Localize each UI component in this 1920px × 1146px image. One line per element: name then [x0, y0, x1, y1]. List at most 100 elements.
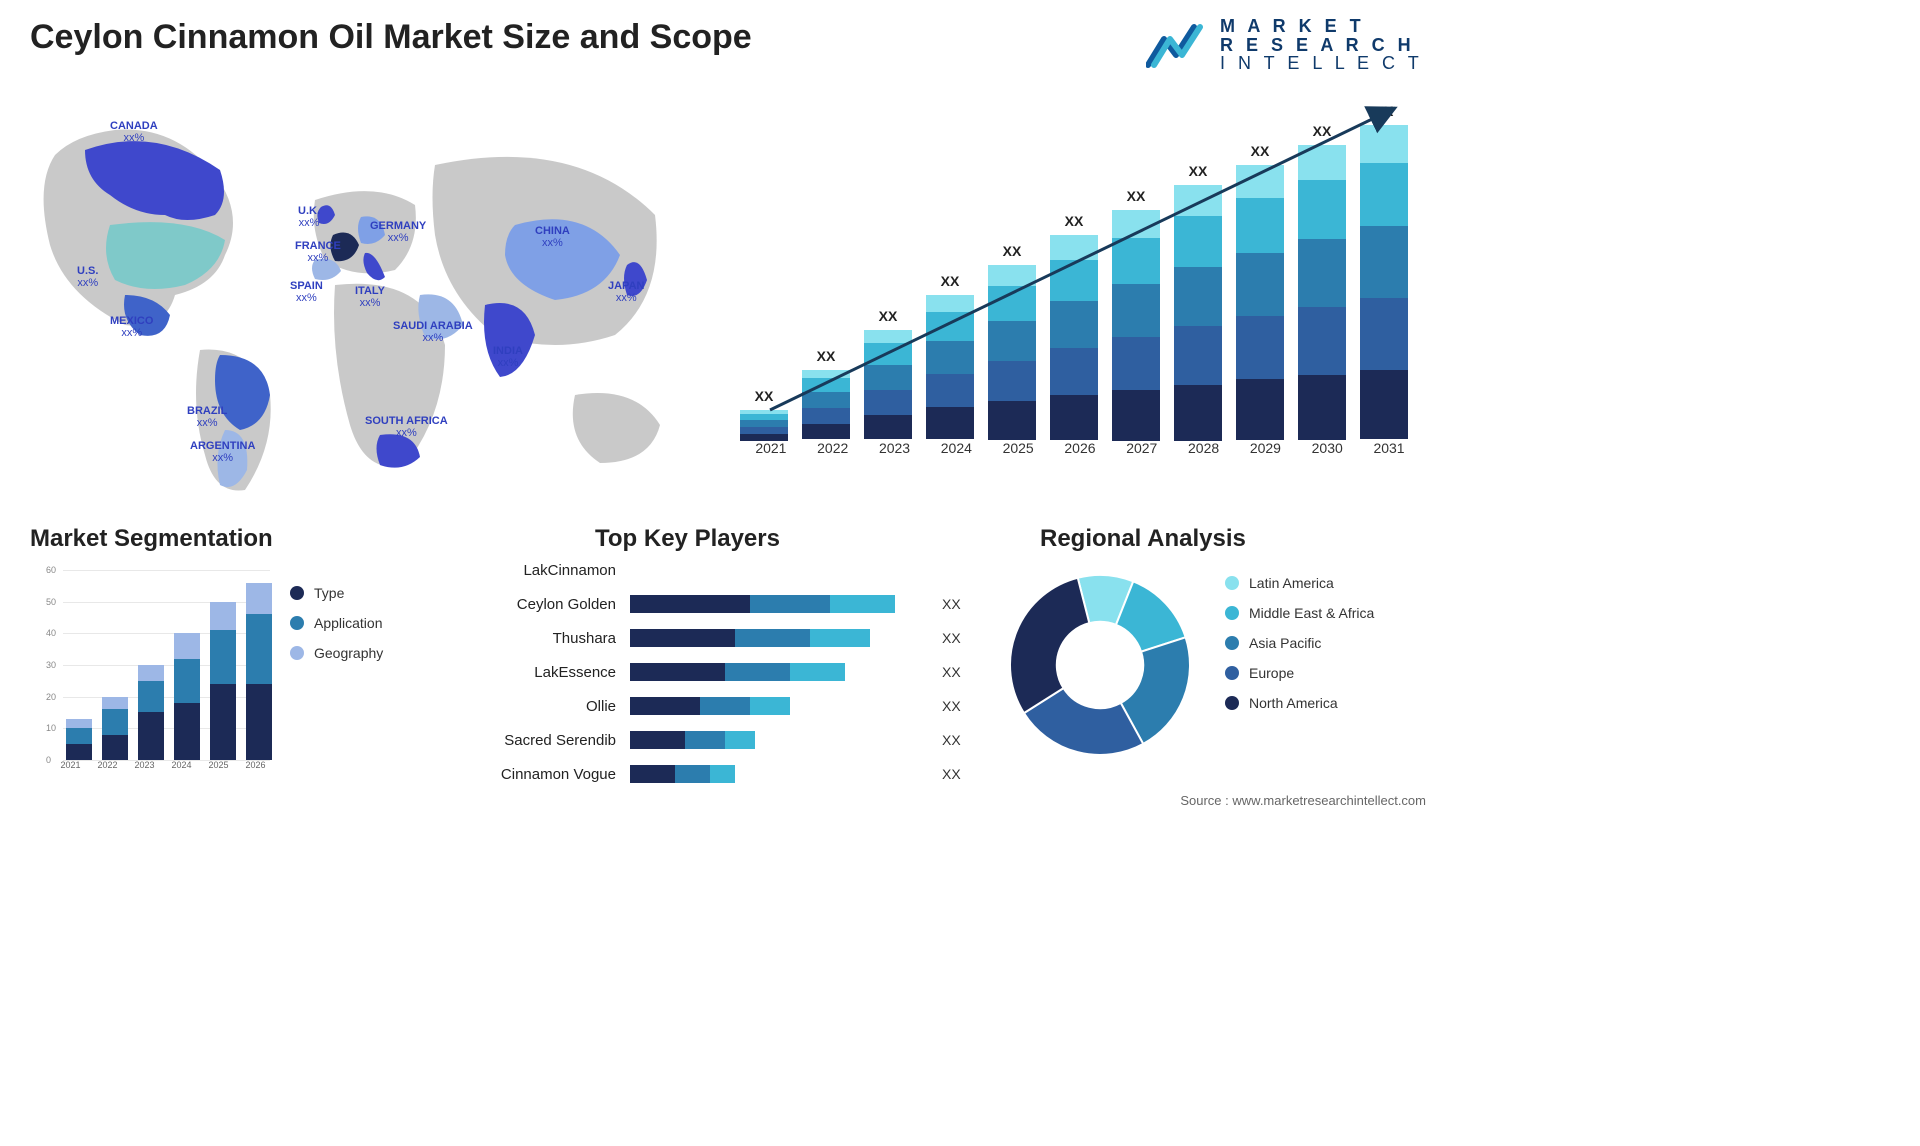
market-bar-value: XX: [1298, 123, 1346, 139]
keyplayers-list: LakCinnamon Ceylon Golden XX Thushara XX…: [470, 555, 970, 793]
keyplayer-name: Ceylon Golden: [470, 596, 630, 613]
legend-item: Asia Pacific: [1225, 635, 1425, 651]
map-label: BRAZILxx%: [187, 405, 227, 429]
map-label: SPAINxx%: [290, 280, 323, 304]
keyplayer-value: XX: [942, 766, 961, 782]
market-bar: XX: [802, 370, 850, 440]
market-bar-value: XX: [1360, 103, 1408, 119]
brand-logo-icon: [1146, 21, 1210, 69]
market-bar: XX: [926, 295, 974, 440]
brand-logo: M A R K E T R E S E A R C H I N T E L L …: [1146, 10, 1426, 80]
market-bar: XX: [1236, 165, 1284, 440]
map-label: INDIAxx%: [493, 345, 523, 369]
market-bar-value: XX: [1112, 188, 1160, 204]
y-tick: 60: [46, 565, 56, 575]
map-label: ITALYxx%: [355, 285, 385, 309]
market-size-chart: XXXXXXXXXXXXXXXXXXXXXX 20212022202320242…: [740, 100, 1420, 470]
legend-item: Geography: [290, 645, 450, 661]
legend-swatch: [1225, 576, 1239, 590]
legend-item: Middle East & Africa: [1225, 605, 1425, 621]
keyplayer-bar: [630, 663, 930, 681]
keyplayer-name: LakEssence: [470, 664, 630, 681]
world-map: CANADAxx%U.S.xx%MEXICOxx%BRAZILxx%ARGENT…: [15, 95, 695, 495]
map-label: FRANCExx%: [295, 240, 341, 264]
keyplayer-value: XX: [942, 698, 961, 714]
market-bar: XX: [864, 330, 912, 440]
x-tick: 2025: [200, 760, 237, 770]
segmentation-chart: 0102030405060 202120222023202420252026: [30, 560, 280, 790]
legend-label: North America: [1249, 695, 1338, 711]
market-bar-value: XX: [740, 388, 788, 404]
x-tick: 2025: [987, 440, 1049, 470]
keyplayer-value: XX: [942, 596, 961, 612]
keyplayer-bar: [630, 697, 930, 715]
legend-item: Europe: [1225, 665, 1425, 681]
legend-swatch: [1225, 666, 1239, 680]
x-tick: 2024: [925, 440, 987, 470]
logo-line3: I N T E L L E C T: [1220, 54, 1423, 73]
keyplayer-value: XX: [942, 732, 961, 748]
legend-label: Asia Pacific: [1249, 635, 1321, 651]
legend-swatch: [1225, 606, 1239, 620]
legend-label: Type: [314, 585, 344, 601]
segmentation-bar: [138, 665, 164, 760]
source-text: Source : www.marketresearchintellect.com: [1180, 793, 1426, 808]
y-tick: 30: [46, 660, 56, 670]
keyplayer-row: LakEssence XX: [470, 657, 970, 687]
market-bar: XX: [1174, 185, 1222, 440]
keyplayer-name: Cinnamon Vogue: [470, 766, 630, 783]
keyplayer-row: Sacred Serendib XX: [470, 725, 970, 755]
x-tick: 2031: [1358, 440, 1420, 470]
regional-donut: [1000, 565, 1200, 765]
keyplayer-name: Sacred Serendib: [470, 732, 630, 749]
legend-swatch: [290, 616, 304, 630]
x-tick: 2023: [864, 440, 926, 470]
keyplayer-bar: [630, 765, 930, 783]
keyplayer-row: Cinnamon Vogue XX: [470, 759, 970, 789]
legend-label: Geography: [314, 645, 383, 661]
y-tick: 20: [46, 692, 56, 702]
x-tick: 2021: [740, 440, 802, 470]
legend-item: Type: [290, 585, 450, 601]
market-bar: XX: [1298, 145, 1346, 440]
legend-label: Latin America: [1249, 575, 1334, 591]
legend-item: North America: [1225, 695, 1425, 711]
segmentation-bar: [246, 583, 272, 760]
x-tick: 2022: [89, 760, 126, 770]
x-tick: 2027: [1111, 440, 1173, 470]
market-bar: XX: [1112, 210, 1160, 440]
keyplayer-name: Ollie: [470, 698, 630, 715]
keyplayer-row: LakCinnamon: [470, 555, 970, 585]
map-label: MEXICOxx%: [110, 315, 153, 339]
legend-item: Latin America: [1225, 575, 1425, 591]
legend-label: Application: [314, 615, 383, 631]
keyplayer-bar: [630, 561, 930, 579]
market-bar-value: XX: [1236, 143, 1284, 159]
segmentation-bar: [174, 633, 200, 760]
segmentation-bar: [66, 719, 92, 760]
legend-swatch: [290, 586, 304, 600]
market-bar: XX: [1050, 235, 1098, 440]
market-bar-value: XX: [864, 308, 912, 324]
market-bar-value: XX: [1174, 163, 1222, 179]
keyplayer-row: Ollie XX: [470, 691, 970, 721]
y-tick: 40: [46, 628, 56, 638]
page-title: Ceylon Cinnamon Oil Market Size and Scop…: [30, 18, 752, 57]
map-label: SAUDI ARABIAxx%: [393, 320, 473, 344]
keyplayer-row: Ceylon Golden XX: [470, 589, 970, 619]
market-bar: XX: [988, 265, 1036, 440]
x-tick: 2030: [1296, 440, 1358, 470]
keyplayer-name: LakCinnamon: [470, 562, 630, 579]
market-bar-value: XX: [926, 273, 974, 289]
keyplayer-bar: [630, 595, 930, 613]
market-bar-value: XX: [988, 243, 1036, 259]
x-tick: 2029: [1235, 440, 1297, 470]
legend-swatch: [1225, 636, 1239, 650]
map-label: U.K.xx%: [298, 205, 320, 229]
segmentation-header: Market Segmentation: [30, 525, 273, 553]
regional-legend: Latin America Middle East & Africa Asia Pa…: [1225, 575, 1425, 725]
market-bar-value: XX: [1050, 213, 1098, 229]
legend-item: Application: [290, 615, 450, 631]
keyplayer-bar: [630, 629, 930, 647]
segmentation-legend: Type Application Geography: [290, 585, 450, 675]
